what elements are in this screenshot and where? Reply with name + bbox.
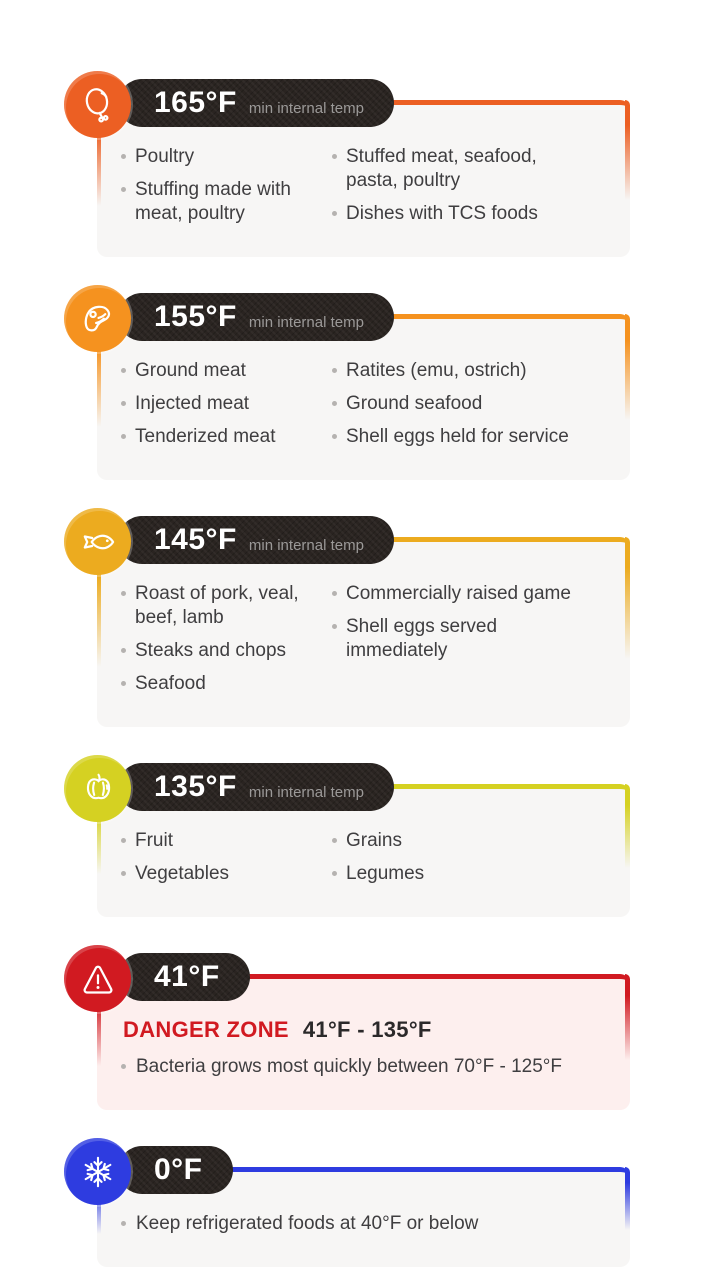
food-item: Stuffing made with meat, poultry (121, 178, 329, 226)
section-header: 135°F min internal temp (64, 755, 630, 822)
food-item: Poultry (121, 145, 329, 169)
drumstick-icon (85, 87, 109, 122)
right-column: Stuffed meat, seafood, pasta, poultry Di… (332, 145, 612, 235)
temp-value: 41°F (154, 960, 220, 993)
temp-pill: 41°F (118, 953, 250, 1001)
fish-icon (83, 534, 114, 549)
food-item: Bacteria grows most quickly between 70°F… (121, 1055, 612, 1079)
temp-value: 135°F (154, 770, 237, 803)
temp-pill: 0°F (118, 1146, 233, 1194)
food-item: Commercially raised game (332, 582, 584, 606)
bullet-columns: Fruit Vegetables Grains Legumes (121, 829, 612, 895)
food-item: Dishes with TCS foods (332, 202, 584, 226)
temp-sub-label: min internal temp (248, 313, 364, 331)
right-column: Commercially raised game Shell eggs serv… (332, 582, 612, 705)
food-item: Vegetables (121, 862, 329, 886)
temp-value: 0°F (154, 1153, 203, 1186)
food-item: Keep refrigerated foods at 40°F or below (121, 1212, 612, 1236)
temp-badge (64, 285, 131, 352)
steak-icon (84, 305, 110, 332)
food-item: Legumes (332, 862, 584, 886)
section-header: 145°F min internal temp (64, 508, 630, 575)
left-column: Roast of pork, veal, beef, lamb Steaks a… (121, 582, 332, 705)
temp-sub-label: min internal temp (248, 783, 364, 801)
food-item: Stuffed meat, seafood, pasta, poultry (332, 145, 584, 193)
right-column: Grains Legumes (332, 829, 612, 895)
left-column: Fruit Vegetables (121, 829, 332, 895)
temp-sub-label: min internal temp (248, 536, 364, 554)
temp-badge (64, 508, 131, 575)
food-item: Shell eggs held for service (332, 425, 584, 449)
warning-icon (83, 965, 112, 994)
temp-pill: 155°F min internal temp (118, 293, 394, 341)
pepper-icon (86, 773, 110, 799)
temp-badge (64, 945, 131, 1012)
temp-badge (64, 1138, 131, 1205)
temp-value: 165°F (154, 86, 237, 119)
section-135f: 135°F min internal temp Fruit Vegetables… (64, 755, 630, 917)
food-item: Injected meat (121, 392, 329, 416)
section-header: 155°F min internal temp (64, 285, 630, 352)
right-column: Ratites (emu, ostrich) Ground seafood Sh… (332, 359, 612, 458)
food-item: Seafood (121, 672, 329, 696)
danger-zone-range: 41°F - 135°F (302, 1017, 432, 1042)
snowflake-icon (82, 1156, 113, 1187)
temp-value: 145°F (154, 523, 237, 556)
food-item: Fruit (121, 829, 329, 853)
danger-zone-label: DANGER ZONE (123, 1017, 289, 1042)
food-item: Ground meat (121, 359, 329, 383)
food-item: Grains (332, 829, 584, 853)
section-41f-danger: 41°F DANGER ZONE 41°F - 135°F Bacteria g… (64, 945, 630, 1110)
food-item: Ground seafood (332, 392, 584, 416)
bullet-columns: Poultry Stuffing made with meat, poultry… (121, 145, 612, 235)
temp-badge (64, 755, 131, 822)
temp-card: Roast of pork, veal, beef, lamb Steaks a… (97, 537, 630, 727)
food-item: Ratites (emu, ostrich) (332, 359, 584, 383)
danger-zone-heading: DANGER ZONE 41°F - 135°F (123, 1017, 612, 1043)
temp-value: 155°F (154, 300, 237, 333)
freezer-notes: Keep refrigerated foods at 40°F or below (121, 1212, 612, 1236)
left-column: Ground meat Injected meat Tenderized mea… (121, 359, 332, 458)
food-item: Shell eggs served immediately (332, 615, 584, 663)
temp-card: Ground meat Injected meat Tenderized mea… (97, 314, 630, 480)
food-item: Tenderized meat (121, 425, 329, 449)
section-header: 41°F (64, 945, 630, 1012)
temp-sub-label: min internal temp (248, 99, 364, 117)
temp-badge (64, 71, 131, 138)
section-header: 165°F min internal temp (64, 71, 630, 138)
food-item: Roast of pork, veal, beef, lamb (121, 582, 329, 630)
left-column: Poultry Stuffing made with meat, poultry (121, 145, 332, 235)
temp-pill: 135°F min internal temp (118, 763, 394, 811)
section-165f: 165°F min internal temp Poultry Stuffing… (64, 71, 630, 257)
temp-pill: 145°F min internal temp (118, 516, 394, 564)
section-header: 0°F (64, 1138, 630, 1205)
bullet-columns: Roast of pork, veal, beef, lamb Steaks a… (121, 582, 612, 705)
food-item: Steaks and chops (121, 639, 329, 663)
section-0f: 0°F Keep refrigerated foods at 40°F or b… (64, 1138, 630, 1267)
section-155f: 155°F min internal temp Ground meat Inje… (64, 285, 630, 480)
temp-pill: 165°F min internal temp (118, 79, 394, 127)
bullet-columns: Ground meat Injected meat Tenderized mea… (121, 359, 612, 458)
section-145f: 145°F min internal temp Roast of pork, v… (64, 508, 630, 727)
danger-notes: Bacteria grows most quickly between 70°F… (121, 1055, 612, 1079)
